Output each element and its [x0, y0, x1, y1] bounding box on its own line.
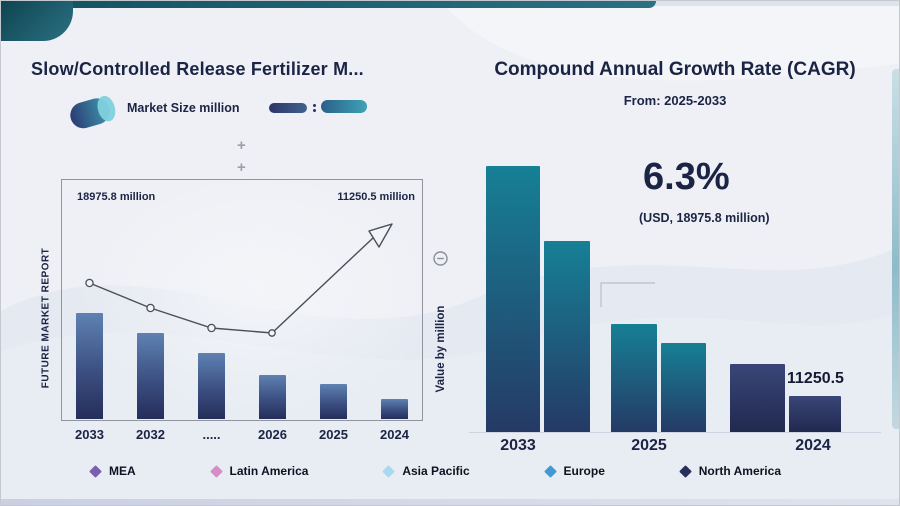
legend-row: MEA Latin America Asia Pacific Europe North …	[89, 464, 781, 478]
bar	[486, 166, 540, 432]
legend-label: Latin America	[229, 464, 309, 478]
step-bracket-line	[600, 282, 655, 307]
right-x-axis-label: 2024	[795, 437, 831, 454]
bar	[137, 333, 164, 419]
legend-label: Europe	[563, 464, 605, 478]
legend-item: Latin America	[209, 464, 309, 478]
x-axis-label: 2024	[380, 427, 409, 442]
ratio-pill-teal	[321, 100, 367, 113]
corner-accent-shape	[1, 1, 73, 41]
bar	[198, 353, 225, 419]
cagr-usd-detail: (USD, 18975.8 million)	[639, 211, 770, 225]
right-edge-accent-band	[892, 69, 899, 429]
top-edge-light-band	[651, 1, 899, 6]
legend-diamond-icon	[678, 464, 692, 478]
right-chart-value-annotation: 11250.5	[787, 370, 844, 387]
bar	[259, 375, 286, 419]
x-axis-label: 2026	[258, 427, 287, 442]
legend-label: MEA	[109, 464, 136, 478]
x-axis-label: 2025	[319, 427, 348, 442]
legend-item: Europe	[543, 464, 605, 478]
plus-icon: +	[237, 137, 246, 154]
x-axis-label: 2033	[75, 427, 104, 442]
legend-label: North America	[698, 464, 781, 478]
bottom-edge-band	[1, 499, 899, 505]
legend-diamond-icon	[382, 464, 396, 478]
legend-diamond-icon	[89, 464, 102, 478]
left-chart-title: Slow/Controlled Release Fertilizer M...	[31, 59, 364, 79]
bar	[381, 399, 408, 419]
value-axis-label: Value by million	[435, 305, 447, 393]
cagr-value: 6.3%	[643, 156, 730, 198]
bar	[661, 343, 706, 432]
right-chart-title: Compound Annual Growth Rate (CAGR)	[494, 59, 856, 80]
trend-line-arrow	[85, 223, 393, 337]
right-chart-bars	[461, 121, 899, 432]
legend-item: North America	[678, 464, 781, 478]
legend-diamond-icon	[543, 464, 557, 478]
vertical-watermark-text: FUTURE MARKET REPORT	[40, 247, 52, 389]
x-axis-label: .....	[202, 427, 221, 442]
right-x-axis-label: 2033	[500, 437, 536, 454]
cagr-period: From: 2025-2033	[623, 93, 727, 108]
left-chart-bars	[62, 180, 422, 420]
bar	[789, 396, 841, 432]
legend-label: Asia Pacific	[402, 464, 470, 478]
legend-item: Asia Pacific	[382, 464, 470, 478]
market-size-legend-label: Market Size million	[127, 101, 240, 115]
bar	[611, 324, 657, 432]
circle-dash-icon	[433, 251, 448, 266]
left-chart-frame	[61, 179, 423, 421]
bar	[320, 384, 347, 419]
database-cylinder-icon	[70, 95, 116, 129]
right-x-axis-label: 2025	[631, 437, 667, 454]
ratio-pill-dark	[269, 103, 307, 113]
left-chart-start-value: 18975.8 million	[77, 191, 156, 203]
bar	[730, 364, 785, 432]
legend-diamond-icon	[209, 464, 223, 478]
ratio-colon-dots	[313, 102, 317, 114]
legend-item: MEA	[89, 464, 136, 478]
x-axis-label: 2032	[136, 427, 165, 442]
top-edge-teal-band	[1, 1, 656, 8]
plus-icon: +	[237, 159, 246, 176]
right-chart-baseline	[469, 432, 881, 433]
bar	[76, 313, 103, 419]
left-x-axis-labels: 2033 2032 ..... 2026 2025 2024	[62, 427, 422, 442]
left-chart-end-value: 11250.5 million	[337, 191, 415, 203]
bar	[544, 241, 590, 432]
